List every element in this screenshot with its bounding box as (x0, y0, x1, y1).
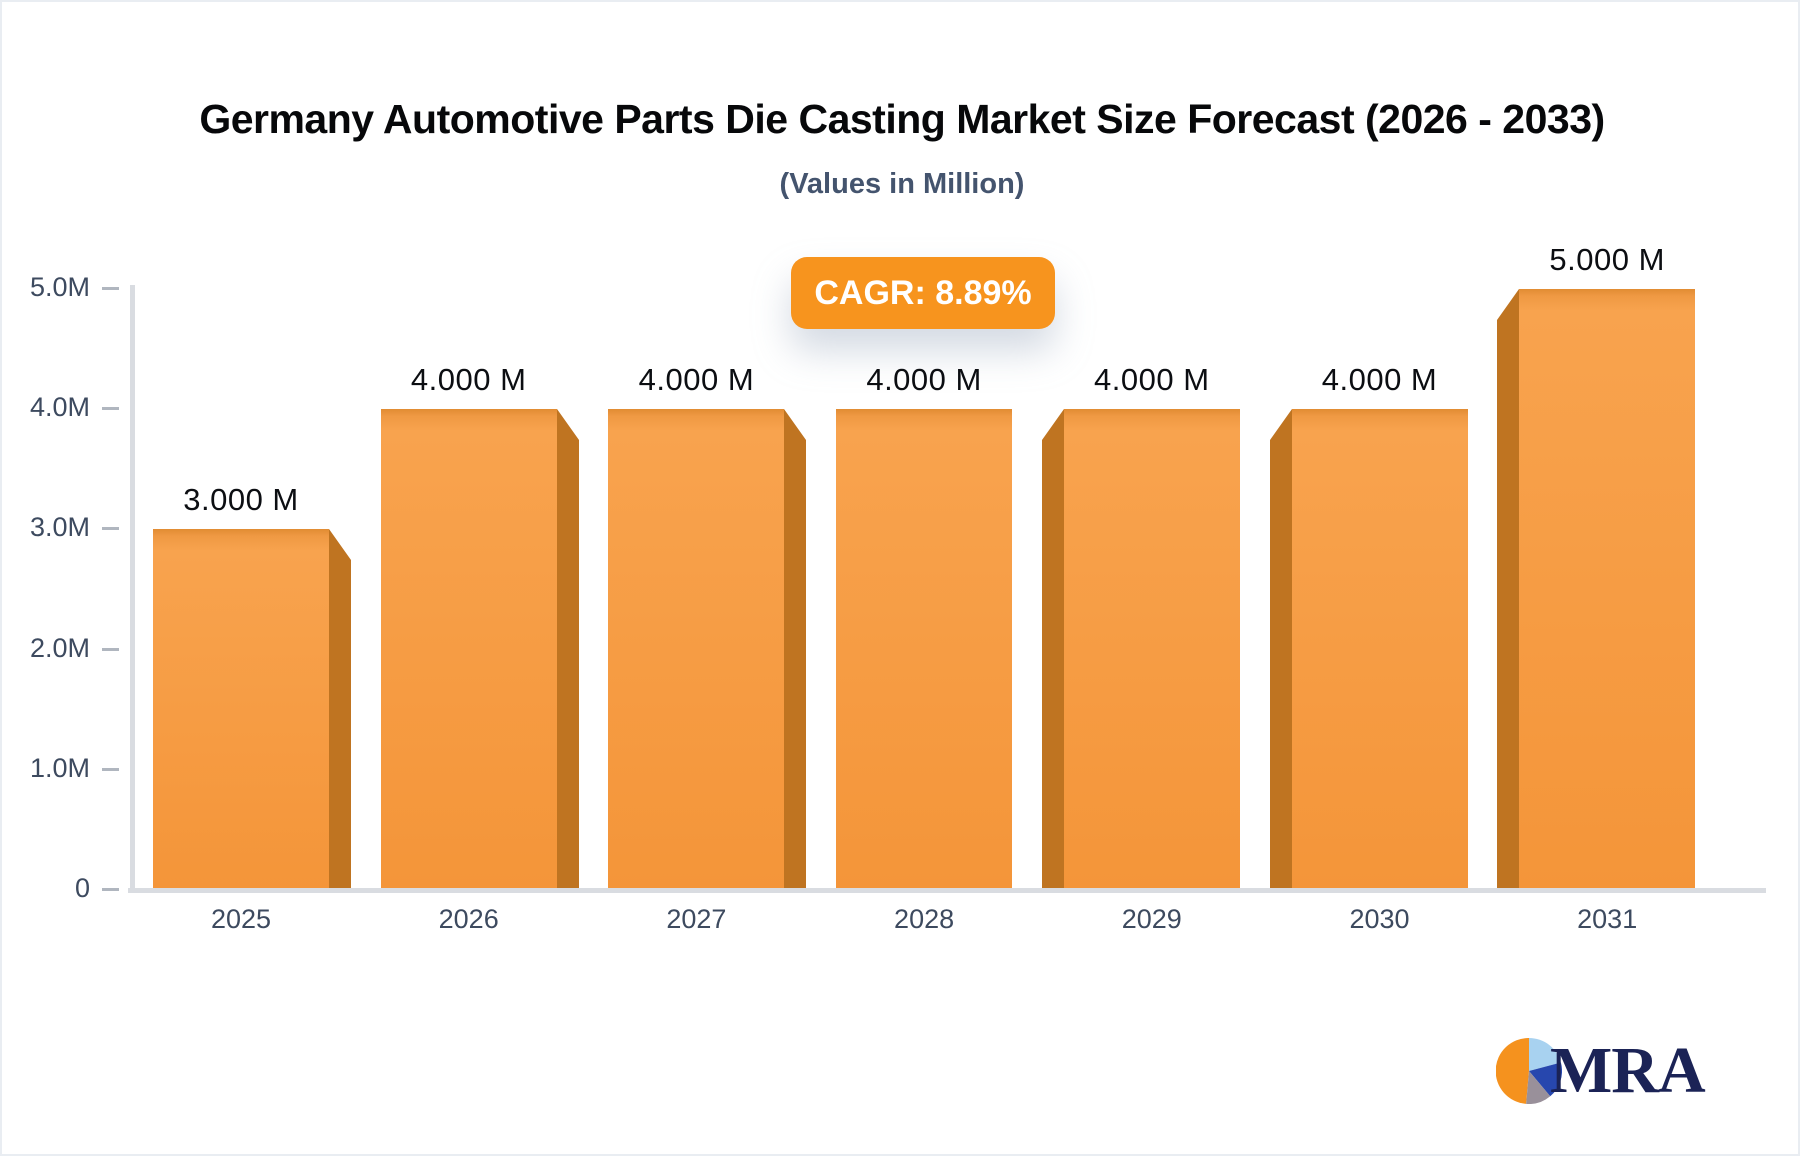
bar-2025[interactable] (153, 529, 351, 890)
y-axis-label-4.0M: 4.0M (29, 392, 90, 422)
bar-value-label: 4.000 M (1321, 362, 1438, 397)
x-axis-line (128, 888, 1766, 893)
bar-value-label: 5.000 M (1549, 242, 1665, 277)
x-axis-label-2031: 2031 (1577, 904, 1638, 934)
x-axis-label-2028: 2028 (894, 904, 955, 934)
x-axis-label-2026: 2026 (438, 904, 499, 934)
bar-front-face (381, 409, 557, 890)
y-axis-tick (102, 888, 119, 891)
bar-front-face (836, 409, 1012, 890)
x-axis-label-2027: 2027 (666, 904, 727, 934)
y-axis-tick (102, 768, 119, 771)
bar-2026[interactable] (381, 409, 579, 890)
y-axis-line (130, 285, 135, 893)
x-axis-label-2030: 2030 (1349, 904, 1410, 934)
bar-side-face (329, 529, 351, 890)
bar-value-label: 4.000 M (638, 362, 755, 397)
bar-front-face (608, 409, 784, 890)
y-axis-label-1.0M: 1.0M (29, 753, 90, 783)
bar-front-face (1292, 409, 1468, 890)
bar-side-face (1042, 409, 1064, 890)
y-axis-label-3.0M: 3.0M (29, 512, 90, 542)
bar-2029[interactable] (1042, 409, 1240, 890)
bar-2030[interactable] (1270, 409, 1468, 890)
x-axis-label-2025: 2025 (210, 904, 272, 934)
y-axis-label-2.0M: 2.0M (29, 633, 90, 663)
bar-front-face (153, 529, 329, 890)
bar-value-label: 4.000 M (1094, 362, 1210, 397)
mra-logo: MRA (1496, 1034, 1706, 1107)
y-axis-tick (102, 648, 119, 651)
chart-subtitle: (Values in Million) (779, 168, 1025, 200)
y-axis-tick (102, 287, 119, 290)
y-axis-label-0: 0 (74, 873, 90, 903)
bar-side-face (1497, 289, 1519, 890)
bar-2031[interactable] (1497, 289, 1695, 890)
bar-side-face (784, 409, 806, 890)
y-axis-tick (102, 527, 119, 530)
bar-value-label: 3.000 M (183, 482, 299, 517)
cagr-badge: CAGR: 8.89% (791, 257, 1055, 329)
y-axis-label-5.0M: 5.0M (29, 272, 90, 302)
bar-front-face (1519, 289, 1695, 890)
chart-title: Germany Automotive Parts Die Casting Mar… (199, 96, 1605, 142)
bar-2027[interactable] (608, 409, 806, 890)
y-axis-tick (102, 407, 119, 410)
mra-logo-pie-icon (1496, 1038, 1562, 1104)
bar-2028[interactable] (836, 409, 1012, 890)
bar-value-label: 4.000 M (410, 362, 527, 397)
x-axis-label-2029: 2029 (1121, 904, 1182, 934)
bar-value-label: 4.000 M (866, 362, 982, 397)
mra-logo-text: MRA (1550, 1034, 1706, 1107)
bar-side-face (1270, 409, 1292, 890)
bar-front-face (1064, 409, 1240, 890)
bar-side-face (557, 409, 579, 890)
